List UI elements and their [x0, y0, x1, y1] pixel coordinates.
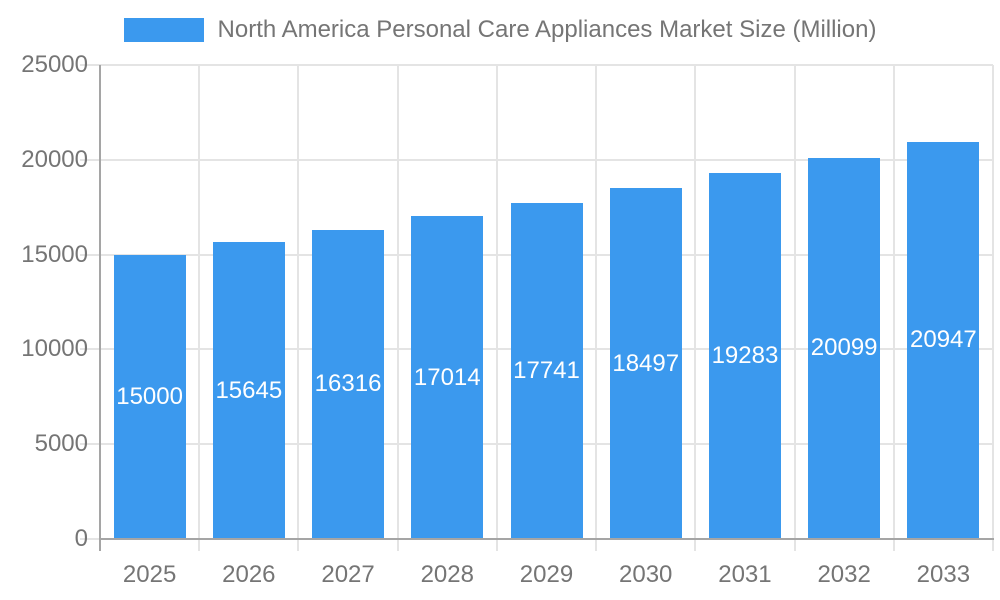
bar-value-label: 18497: [612, 349, 680, 377]
y-axis-tick: [80, 538, 100, 540]
bar-2033[interactable]: [907, 141, 980, 539]
v-gridline: [198, 65, 201, 551]
x-axis-label: 2033: [916, 561, 971, 588]
bar-value-label: 19283: [711, 342, 779, 370]
x-axis-label: 2028: [420, 561, 474, 588]
y-axis-label: 10000: [21, 335, 88, 363]
bar-value-label: 20099: [810, 334, 878, 362]
x-axis-label: 2026: [222, 561, 276, 588]
legend-swatch[interactable]: [123, 18, 204, 42]
bar-value-label: 15000: [116, 382, 183, 410]
y-axis-tick: [80, 443, 100, 446]
chart-legend: North America Personal Care Appliances M…: [0, 16, 1000, 44]
bar-value-label: 16316: [314, 370, 382, 398]
y-axis-tick: [80, 348, 100, 351]
v-gridline: [694, 65, 697, 551]
v-gridline: [595, 65, 598, 551]
bar-2031[interactable]: [708, 173, 781, 539]
v-gridline: [495, 65, 498, 551]
x-axis-label: 2027: [321, 561, 375, 588]
legend-label[interactable]: North America Personal Care Appliances M…: [217, 16, 877, 43]
v-gridline: [992, 65, 994, 551]
bar-2028[interactable]: [411, 216, 484, 539]
bar-value-label: 17014: [413, 363, 481, 391]
bar-value-label: 17741: [513, 356, 580, 384]
x-axis-label: 2029: [519, 561, 574, 588]
h-gridline: [100, 158, 993, 161]
x-axis-line: [100, 538, 994, 540]
bar-2030[interactable]: [609, 188, 682, 539]
y-axis-label: 25000: [21, 51, 88, 78]
x-axis-label: 2031: [718, 561, 772, 588]
x-axis-label: 2032: [817, 561, 871, 588]
y-axis-label: 20000: [21, 145, 88, 173]
x-axis-label: 2030: [619, 561, 673, 588]
h-gridline: [100, 64, 993, 66]
bar-value-label: 20947: [910, 326, 977, 354]
y-axis-tick: [80, 253, 100, 256]
v-gridline: [396, 65, 399, 551]
y-axis-tick: [80, 158, 100, 161]
v-gridline: [297, 65, 300, 551]
bar-value-label: 15645: [215, 376, 283, 404]
bar-2025[interactable]: [113, 254, 186, 539]
y-axis-tick: [80, 64, 100, 66]
y-axis-label: 15000: [21, 240, 88, 268]
v-gridline: [892, 65, 895, 551]
y-axis-line: [99, 65, 101, 551]
bar-2032[interactable]: [808, 157, 881, 539]
bar-2029[interactable]: [510, 202, 583, 539]
bar-2026[interactable]: [212, 242, 285, 539]
x-axis-label: 2025: [122, 561, 177, 588]
y-axis-label: 5000: [34, 430, 88, 458]
y-axis-label: 0: [74, 525, 88, 552]
v-gridline: [793, 65, 796, 551]
bar-2027[interactable]: [312, 229, 385, 539]
